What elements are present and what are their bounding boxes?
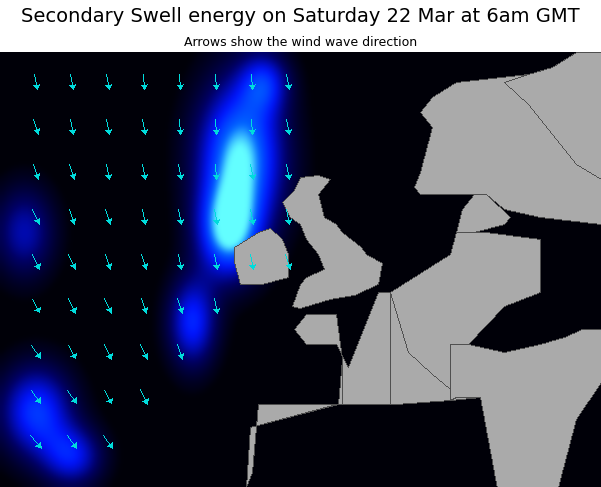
Text: Arrows show the wind wave direction: Arrows show the wind wave direction bbox=[184, 36, 417, 49]
Text: Secondary Swell energy on Saturday 22 Mar at 6am GMT: Secondary Swell energy on Saturday 22 Ma… bbox=[21, 7, 580, 26]
